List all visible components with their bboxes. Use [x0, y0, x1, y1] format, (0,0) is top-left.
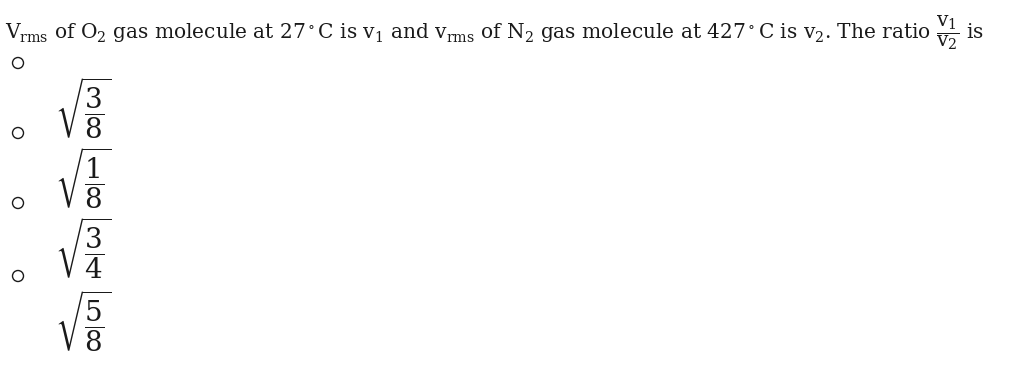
- Text: $\sqrt{\dfrac{5}{8}}$: $\sqrt{\dfrac{5}{8}}$: [55, 289, 112, 354]
- Text: V$_{\mathrm{rms}}$ of O$_2$ gas molecule at 27$^\circ$C is v$_1$ and v$_{\mathrm: V$_{\mathrm{rms}}$ of O$_2$ gas molecule…: [5, 13, 984, 52]
- Text: $\sqrt{\dfrac{3}{8}}$: $\sqrt{\dfrac{3}{8}}$: [55, 76, 112, 141]
- Text: $\sqrt{\dfrac{3}{4}}$: $\sqrt{\dfrac{3}{4}}$: [55, 216, 112, 281]
- Text: $\sqrt{\dfrac{1}{8}}$: $\sqrt{\dfrac{1}{8}}$: [55, 146, 112, 211]
